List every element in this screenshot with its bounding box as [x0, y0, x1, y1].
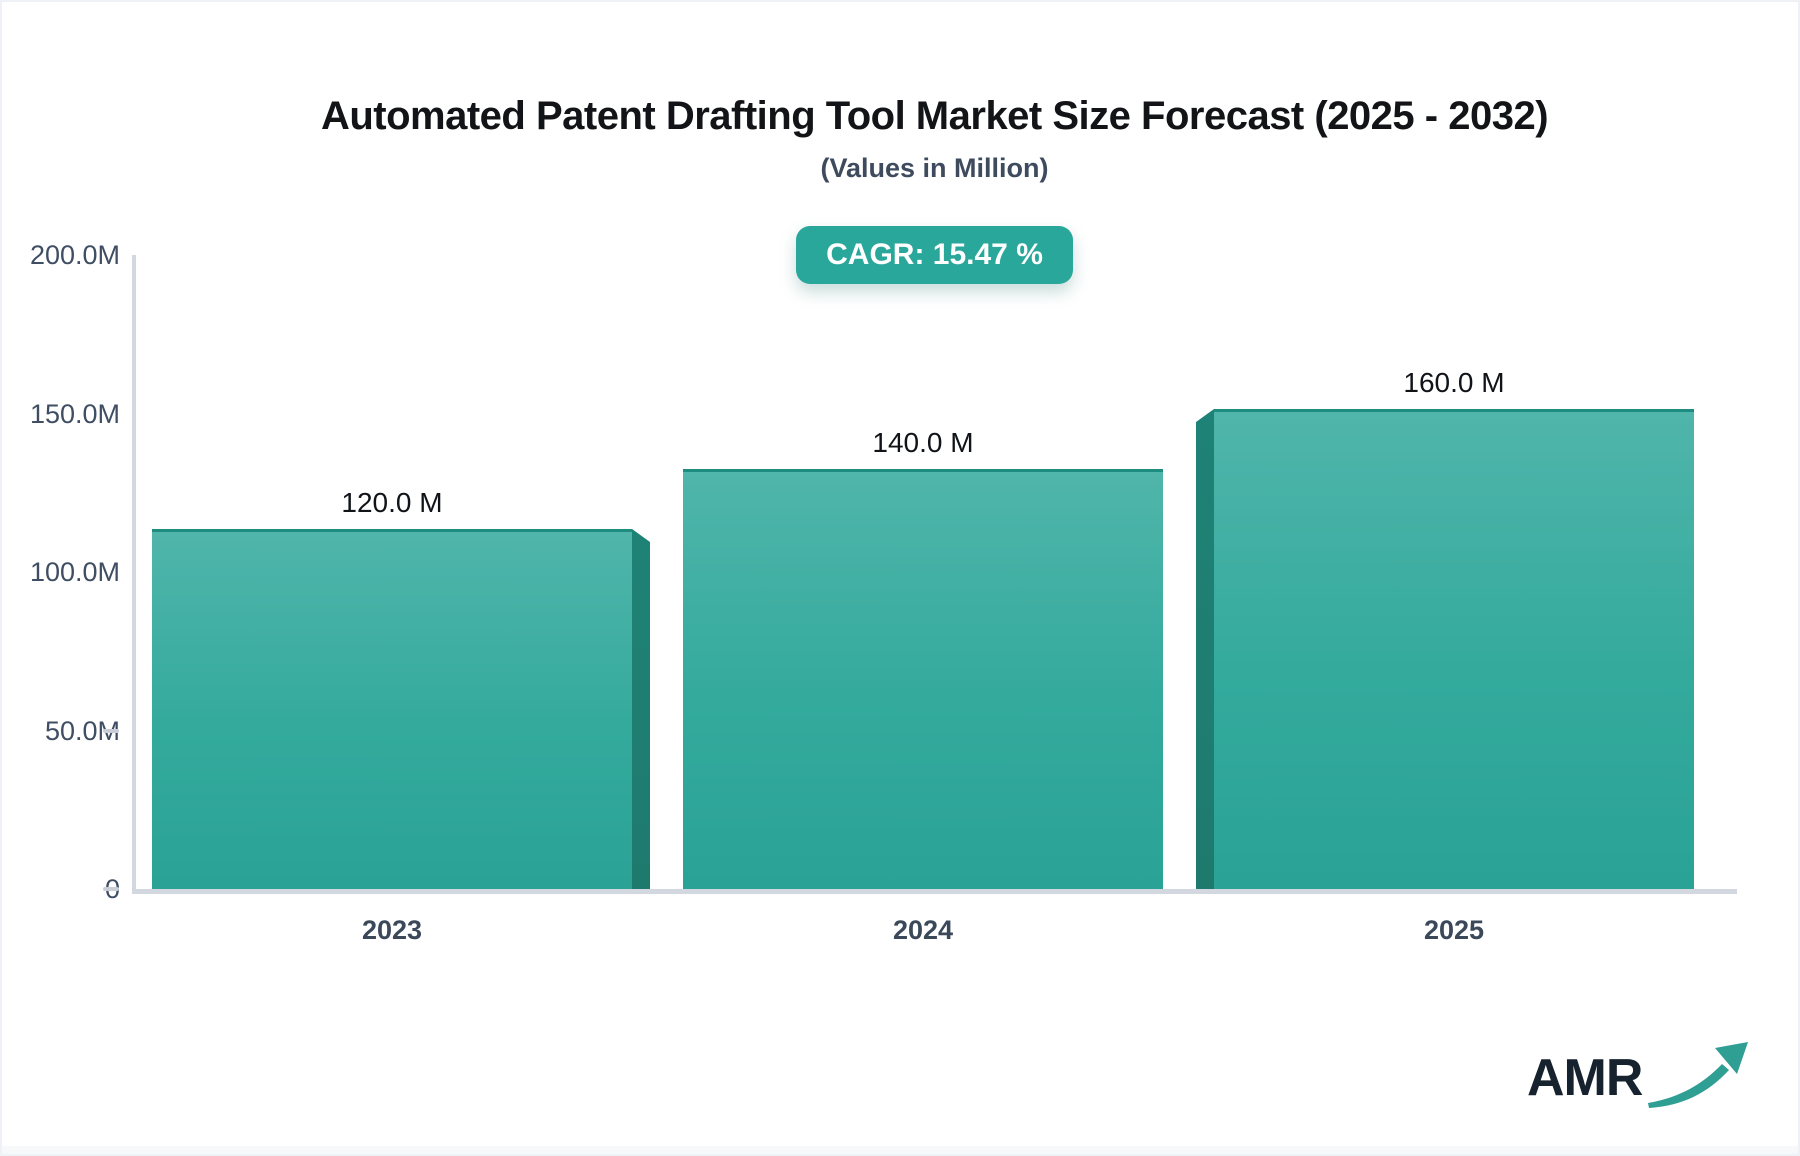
bar	[1214, 409, 1694, 889]
amr-logo: AMR	[1527, 1036, 1748, 1126]
bottom-strip	[2, 1146, 1798, 1154]
x-axis-label: 2023	[361, 915, 423, 945]
bar-value-label: 120.0 M	[341, 487, 443, 518]
chart-subtitle: (Values in Million)	[820, 153, 1049, 183]
amr-logo-text: AMR	[1527, 1049, 1643, 1107]
y-axis-tick-label: 100.0M	[29, 557, 120, 587]
y-axis-tick-label: 200.0M	[29, 240, 120, 270]
bar	[683, 469, 1163, 889]
x-axis-label: 2025	[1423, 915, 1485, 945]
bar-value-label: 160.0 M	[1403, 367, 1505, 398]
cagr-badge-row: CAGR: 15.47 %	[132, 226, 1737, 284]
y-axis-line	[132, 255, 136, 889]
bar-3d-side	[632, 529, 650, 889]
cagr-badge: CAGR: 15.47 %	[796, 226, 1073, 284]
chart-title: Automated Patent Drafting Tool Market Si…	[320, 94, 1549, 138]
trending-up-arrow-icon	[1648, 1042, 1748, 1108]
x-axis-line	[132, 889, 1737, 894]
bar	[152, 529, 632, 889]
bar-value-label: 140.0 M	[872, 427, 974, 458]
y-axis-tick-dash	[103, 728, 119, 733]
y-axis-tick-dash	[103, 887, 119, 891]
bar-3d-side	[1196, 409, 1214, 889]
chart-header: Automated Patent Drafting Tool Market Si…	[132, 2, 1737, 184]
y-axis-tick-label: 150.0M	[29, 398, 120, 429]
x-axis-label: 2024	[892, 915, 954, 945]
